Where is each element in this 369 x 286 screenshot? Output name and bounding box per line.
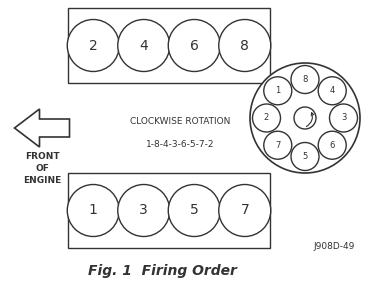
Text: 4: 4 [330, 86, 335, 95]
Circle shape [67, 19, 119, 72]
Circle shape [168, 19, 220, 72]
Circle shape [219, 184, 271, 237]
Text: 8: 8 [240, 39, 249, 53]
Polygon shape [14, 109, 69, 147]
Circle shape [118, 19, 170, 72]
Text: 7: 7 [275, 141, 280, 150]
Circle shape [252, 104, 280, 132]
Text: 3: 3 [341, 114, 346, 122]
Circle shape [264, 131, 292, 159]
Text: 2: 2 [89, 39, 98, 53]
Text: J908D-49: J908D-49 [314, 242, 355, 251]
Text: FRONT
OF
ENGINE: FRONT OF ENGINE [23, 152, 61, 184]
Text: 1: 1 [89, 204, 98, 217]
Circle shape [291, 142, 319, 170]
Text: 2: 2 [264, 114, 269, 122]
Circle shape [168, 184, 220, 237]
Bar [68, 173, 270, 248]
Circle shape [67, 184, 119, 237]
Circle shape [318, 77, 346, 105]
Text: 6: 6 [330, 141, 335, 150]
Text: 8: 8 [302, 75, 308, 84]
Circle shape [250, 63, 360, 173]
Text: 3: 3 [139, 204, 148, 217]
Text: 1-8-4-3-6-5-7-2: 1-8-4-3-6-5-7-2 [146, 140, 214, 149]
Text: 1: 1 [275, 86, 280, 95]
Bar [68, 8, 270, 83]
Text: 7: 7 [240, 204, 249, 217]
Text: 5: 5 [302, 152, 308, 161]
Text: 5: 5 [190, 204, 199, 217]
Circle shape [294, 107, 316, 129]
Circle shape [118, 184, 170, 237]
Circle shape [264, 77, 292, 105]
Circle shape [291, 65, 319, 94]
Circle shape [219, 19, 271, 72]
Circle shape [318, 131, 346, 159]
Circle shape [330, 104, 358, 132]
Text: 4: 4 [139, 39, 148, 53]
Text: Fig. 1  Firing Order: Fig. 1 Firing Order [88, 264, 237, 278]
Text: 6: 6 [190, 39, 199, 53]
Text: CLOCKWISE ROTATION: CLOCKWISE ROTATION [130, 117, 230, 126]
